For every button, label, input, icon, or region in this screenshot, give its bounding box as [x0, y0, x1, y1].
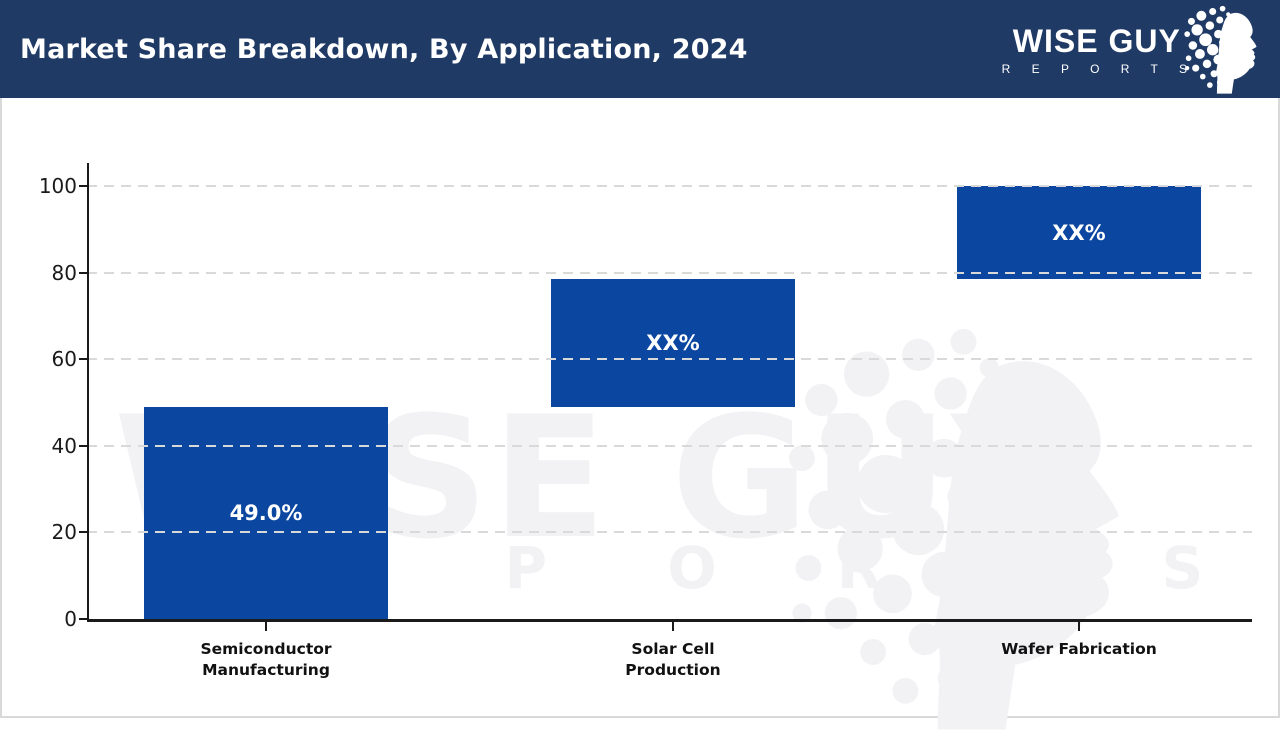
dotted-head-profile-icon: [1184, 5, 1257, 94]
y-tick-label: 80: [51, 260, 77, 285]
x-category-label: Solar Cell Production: [625, 640, 721, 679]
x-category-label: Semiconductor Manufacturing: [200, 640, 332, 679]
y-tick-label: 60: [51, 347, 77, 372]
gridline-80: [87, 271, 1252, 274]
page-title: Market Share Breakdown, By Application, …: [20, 33, 748, 65]
x-tick-mark: [265, 622, 267, 631]
y-tick-label: 20: [51, 520, 77, 545]
bar-segment: [957, 186, 1201, 280]
x-category-label: Wafer Fabrication: [1001, 640, 1157, 658]
y-axis: [87, 163, 89, 621]
y-tick-mark: [79, 618, 87, 620]
y-tick-label: 0: [64, 607, 77, 631]
y-tick-mark: [79, 531, 87, 534]
brand-subname: R E P O R T S: [1001, 61, 1196, 76]
bar-segment: [144, 406, 388, 619]
brand-name: WISE GUY: [1012, 22, 1181, 59]
bar-value-label: XX%: [646, 330, 700, 355]
x-tick-mark: [672, 622, 674, 631]
bar-value-label: XX%: [1052, 220, 1106, 245]
gridline-60: [87, 358, 1252, 361]
gridline-20: [87, 531, 1252, 534]
header-bar: Market Share Breakdown, By Application, …: [0, 0, 1280, 98]
gridline-100: [87, 185, 1252, 187]
logo-face-glyph: [1184, 5, 1257, 94]
gridline-40: [87, 444, 1252, 447]
bar-value-label: 49.0%: [229, 500, 303, 525]
y-tick-mark: [79, 271, 87, 274]
x-axis: [87, 619, 1252, 622]
bar-segment: [551, 279, 795, 407]
y-tick-label: 40: [51, 433, 77, 458]
y-tick-mark: [79, 444, 87, 447]
brand-logo-text: WISE GUY R E P O R T S: [998, 23, 1196, 76]
brand-logo: WISE GUY R E P O R T S: [998, 2, 1272, 96]
y-tick-mark: [79, 358, 87, 361]
x-tick-mark: [1078, 622, 1080, 631]
chart-area: WISE GUY R E P O R T S 0 20 40 60 80 100 49.0%…: [0, 98, 1280, 730]
y-tick-label: 100: [38, 174, 77, 198]
plot: 0 20 40 60 80 100 49.0% XX% XX% Semiconductor Man…: [2, 98, 1278, 716]
y-tick-mark: [79, 185, 87, 187]
